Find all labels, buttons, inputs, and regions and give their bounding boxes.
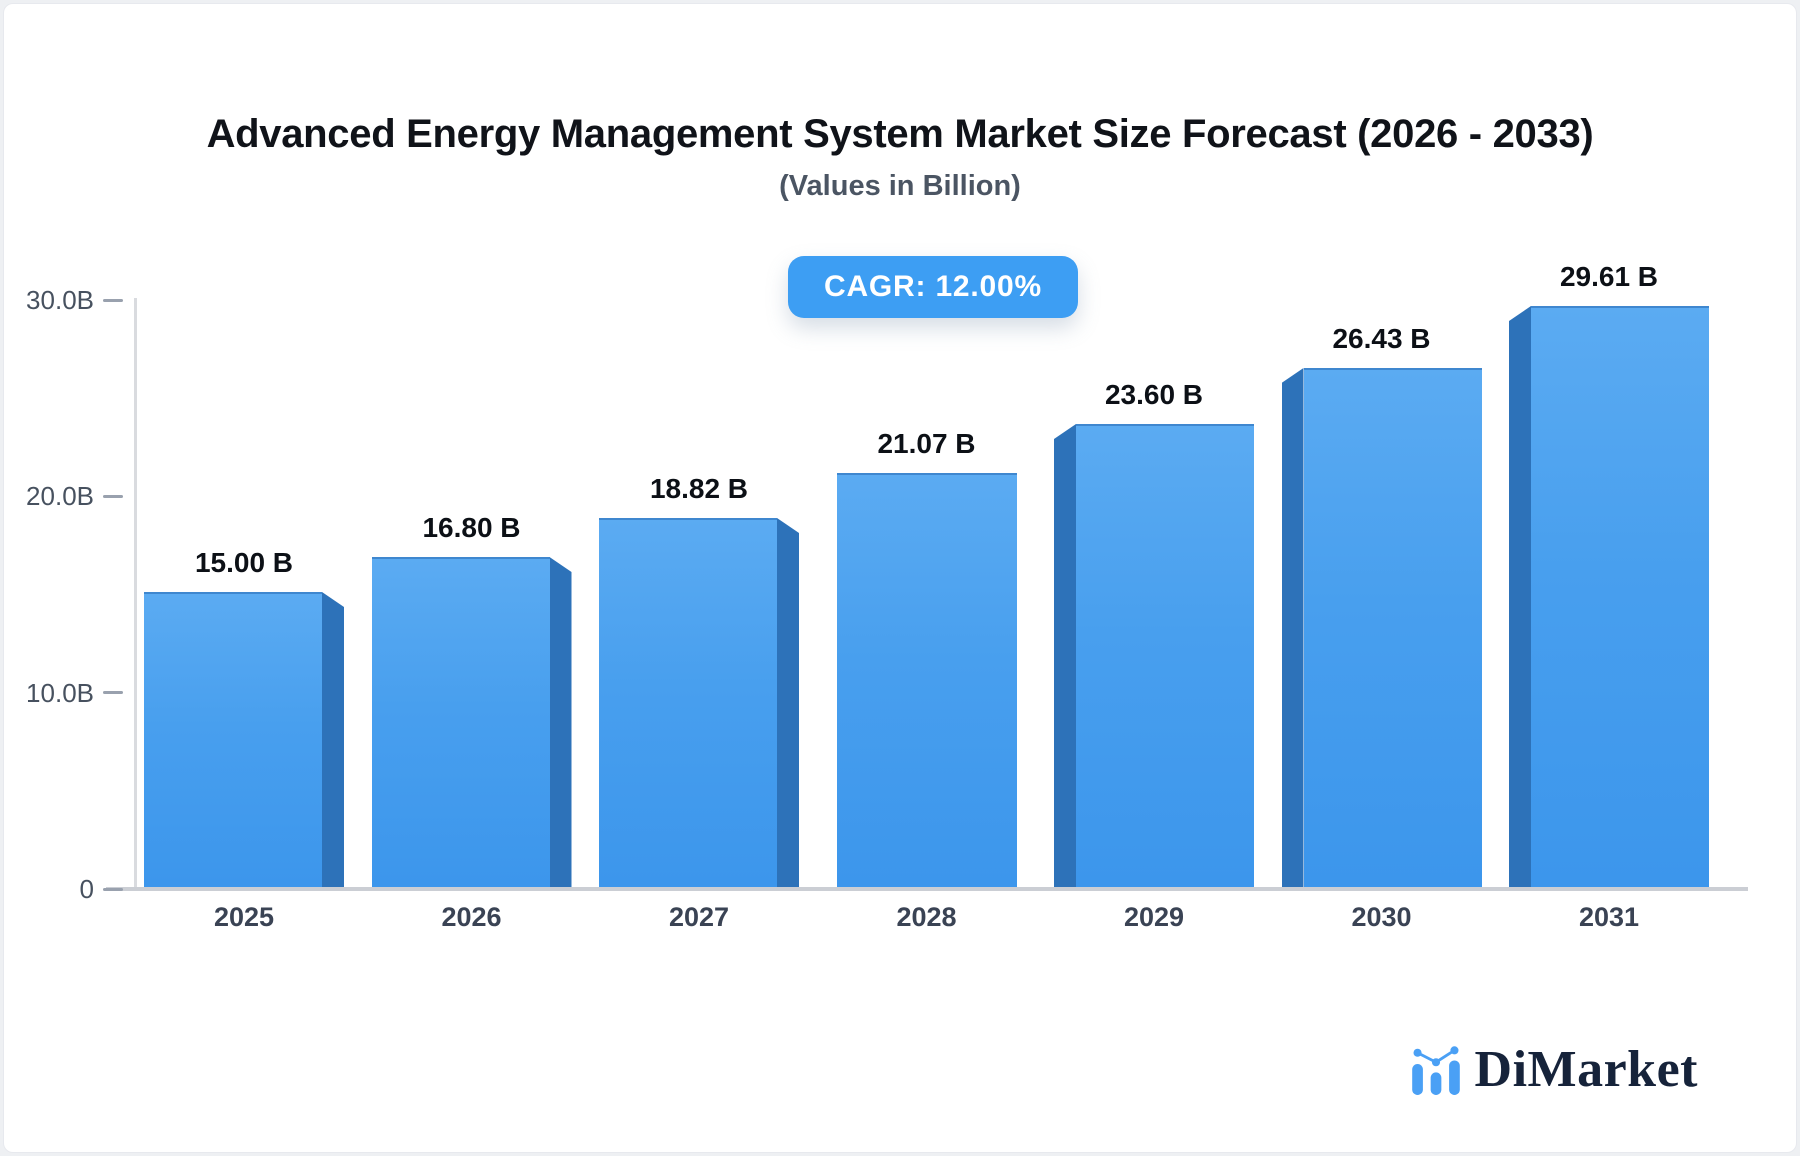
bar-2031-side-face: [1509, 306, 1531, 887]
bar-2030[interactable]: [1303, 368, 1482, 887]
value-label-2031: 29.61 B: [1559, 261, 1659, 292]
y-axis-tick-label: 30.0B: [26, 285, 94, 315]
y-axis-tick: [103, 494, 123, 498]
y-axis-tick: [103, 691, 123, 695]
bar-2031[interactable]: [1531, 306, 1709, 887]
x-axis-label-2030: 2030: [1351, 902, 1412, 932]
value-label-2026: 16.80 B: [422, 512, 521, 543]
logo-dot: [1413, 1048, 1422, 1057]
cagr-badge: CAGR: 12.00%: [787, 256, 1079, 318]
chart-card: Advanced Energy Management System Market…: [3, 3, 1797, 1153]
x-axis-label-2031: 2031: [1578, 902, 1640, 932]
bar-2029[interactable]: [1076, 424, 1254, 887]
cagr-badge-label: CAGR: 12.00%: [823, 270, 1043, 303]
bar-2027-side-face: [777, 518, 799, 887]
bar-2026-side-face: [549, 557, 572, 887]
bar-2025-side-face: [322, 592, 344, 887]
chart-subtitle: (Values in Billion): [779, 170, 1021, 202]
logo-bar: [1430, 1072, 1441, 1095]
logo-dot: [1431, 1058, 1440, 1067]
x-axis-label-2029: 2029: [1123, 902, 1185, 932]
x-axis-label-2026: 2026: [441, 902, 502, 932]
bar-2027[interactable]: [599, 518, 777, 887]
value-label-2030: 26.43 B: [1332, 323, 1431, 354]
bar-2026[interactable]: [371, 557, 550, 887]
y-axis-tick-label: 20.0B: [26, 481, 94, 512]
bar-2029-side-face: [1054, 424, 1076, 887]
logo-dot: [1449, 1046, 1459, 1055]
x-axis-label-2027: 2027: [668, 902, 730, 932]
x-axis-line: [106, 887, 1748, 891]
y-axis-tick: [103, 298, 123, 302]
value-label-2028: 21.07 B: [877, 428, 976, 459]
y-axis-tick-label: 0: [79, 874, 94, 904]
x-axis-label-2028: 2028: [896, 902, 957, 932]
value-label-2025: 15.00 B: [194, 547, 294, 578]
logo-bar: [1411, 1064, 1423, 1095]
y-axis-tick-label: 10.0B: [26, 677, 94, 708]
y-axis-tick: [103, 887, 123, 891]
value-label-2027: 18.82 B: [649, 473, 749, 504]
value-label-2029: 23.60 B: [1104, 379, 1204, 410]
dimarket-logo-icon: [1411, 1046, 1460, 1095]
x-axis-label-2025: 2025: [213, 902, 275, 932]
brand-name: DiMarket: [1474, 1041, 1698, 1098]
bar-2025[interactable]: [144, 592, 322, 887]
bar-2030-side-face: [1281, 368, 1304, 887]
chart-title: Advanced Energy Management System Market…: [206, 112, 1594, 156]
brand-logo: DiMarket: [1411, 1038, 1698, 1102]
bar-2028[interactable]: [836, 473, 1017, 887]
y-axis-line: [134, 298, 137, 891]
logo-bar: [1448, 1060, 1460, 1095]
